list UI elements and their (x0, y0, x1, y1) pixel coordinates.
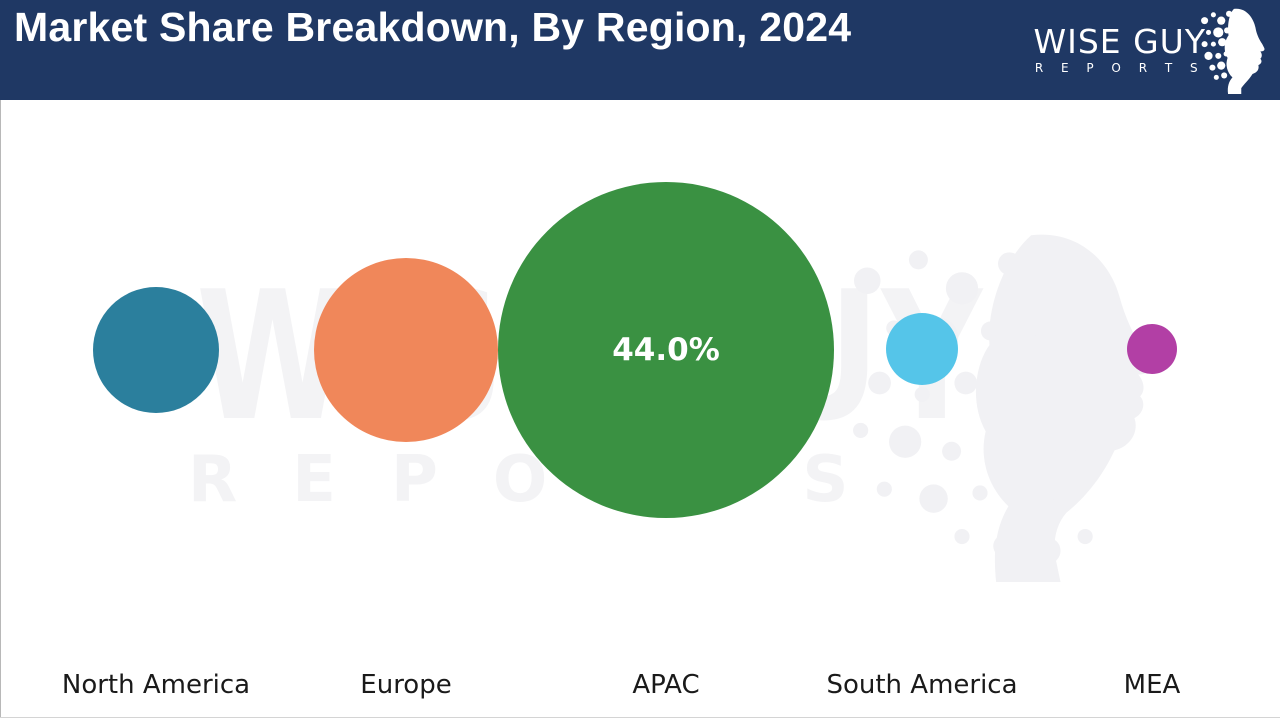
bubble-apac: 44.0% (498, 182, 834, 518)
header: Market Share Breakdown, By Region, 2024 … (0, 0, 1280, 100)
logo-wordmark: WISE GUY (1033, 22, 1206, 62)
x-axis-line (0, 717, 1280, 718)
bubble-value-label: 44.0% (612, 332, 720, 368)
bubble-europe (314, 258, 498, 442)
y-axis-line (0, 100, 1, 718)
bubble-south-america (886, 313, 958, 385)
wiseguy-logo-text: WISE GUY R E P O R T S (1033, 25, 1206, 75)
bubble-north-america (93, 287, 219, 413)
category-label-mea: MEA (1123, 670, 1181, 700)
wiseguy-logo: WISE GUY R E P O R T S (1033, 6, 1268, 94)
page-title: Market Share Breakdown, By Region, 2024 (14, 4, 852, 50)
bubble-mea (1127, 324, 1177, 374)
logo-reports-label: R E P O R T S (1034, 60, 1205, 75)
category-label-europe: Europe (360, 670, 452, 700)
category-label-apac: APAC (632, 670, 700, 700)
category-label-south-america: South America (826, 670, 1018, 700)
wiseguy-logo-head-icon (1201, 8, 1265, 94)
category-label-north-america: North America (61, 670, 251, 700)
